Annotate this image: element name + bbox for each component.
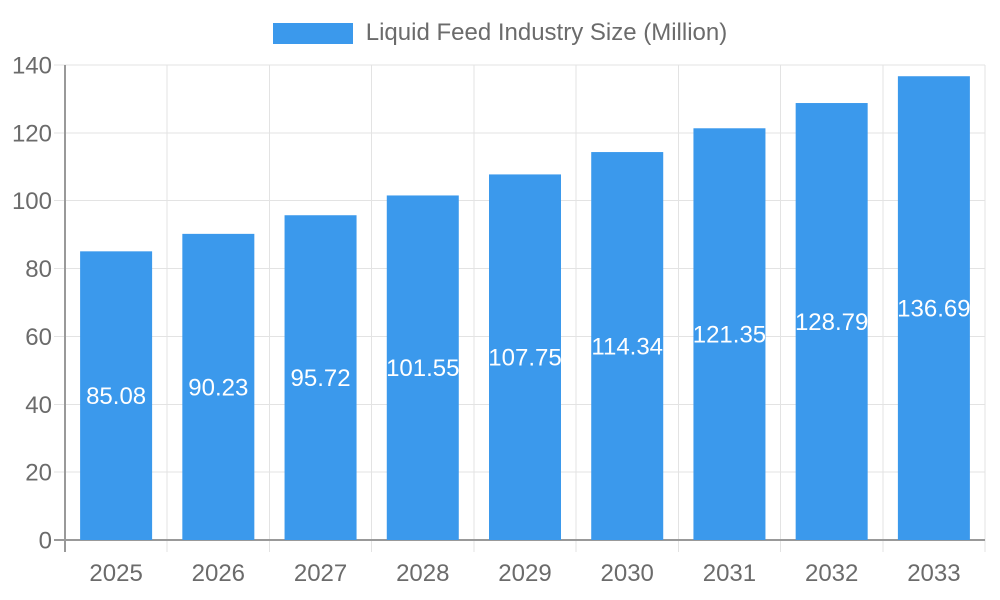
x-axis-label: 2026 xyxy=(192,560,245,587)
bar[interactable] xyxy=(386,195,459,540)
x-axis-label: 2032 xyxy=(805,560,858,587)
bar[interactable] xyxy=(795,103,868,540)
bar-value-label: 136.69 xyxy=(897,296,970,323)
y-axis-label: 100 xyxy=(12,188,52,215)
x-axis-label: 2030 xyxy=(601,560,654,587)
x-axis-label: 2028 xyxy=(396,560,449,587)
bar-value-label: 114.34 xyxy=(591,334,663,361)
legend-swatch-icon xyxy=(272,22,353,44)
x-axis-label: 2031 xyxy=(703,560,756,587)
x-axis-label: 2025 xyxy=(89,560,142,587)
bar-value-label: 90.23 xyxy=(188,374,248,401)
bar-value-label: 101.55 xyxy=(386,355,459,382)
bar[interactable] xyxy=(489,174,561,540)
bar[interactable] xyxy=(80,251,153,541)
bar[interactable] xyxy=(284,215,357,540)
y-axis-label: 140 xyxy=(12,53,52,80)
bar-value-label: 121.35 xyxy=(693,322,766,349)
bar-value-label: 107.75 xyxy=(488,345,561,372)
y-axis-label: 120 xyxy=(12,120,52,147)
bar[interactable] xyxy=(591,152,664,540)
x-axis-label: 2027 xyxy=(294,560,347,587)
y-axis-label: 0 xyxy=(39,528,52,555)
bar[interactable] xyxy=(182,233,255,541)
bar-value-label: 128.79 xyxy=(795,309,868,336)
x-axis-label: 2029 xyxy=(498,560,551,587)
y-axis-label: 40 xyxy=(25,392,52,419)
bar[interactable] xyxy=(693,128,766,540)
x-axis-label: 2033 xyxy=(907,560,960,587)
legend-label: Liquid Feed Industry Size (Million) xyxy=(365,19,728,46)
bar-value-label: 85.08 xyxy=(86,383,146,410)
y-axis-label: 60 xyxy=(25,324,52,351)
legend[interactable]: Liquid Feed Industry Size (Million) xyxy=(0,21,1000,45)
bar-value-label: 95.72 xyxy=(291,365,351,392)
y-axis-label: 80 xyxy=(25,256,52,283)
bar[interactable] xyxy=(897,76,970,541)
y-axis-label: 20 xyxy=(25,460,52,487)
